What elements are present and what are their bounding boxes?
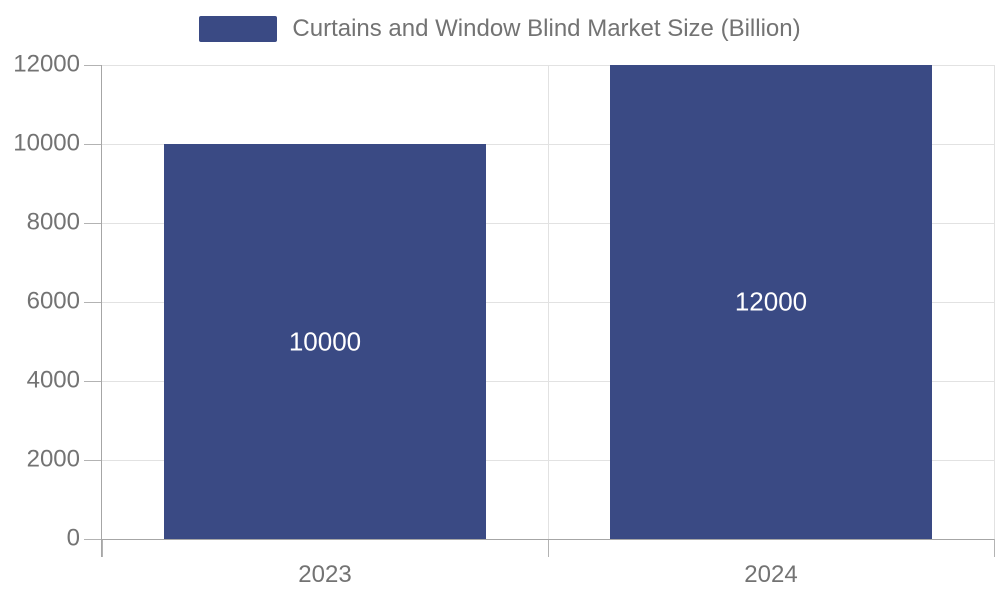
y-tick-label: 10000 [13, 129, 80, 157]
y-axis-tick [84, 222, 102, 224]
y-tick-label: 0 [66, 524, 80, 552]
x-axis-tick [101, 539, 103, 557]
y-axis-line [101, 65, 102, 557]
x-axis-label-2023: 2023 [298, 561, 352, 588]
x-axis-tick [547, 539, 549, 557]
bar-value-label: 10000 [288, 326, 362, 356]
y-axis-tick [84, 538, 102, 540]
y-axis-tick [84, 459, 102, 461]
bar-value-label: 12000 [734, 286, 808, 317]
y-tick-label: 4000 [26, 366, 80, 394]
legend-item[interactable]: Curtains and Window Blind Market Size (B… [0, 15, 1000, 43]
y-axis-tick [84, 143, 102, 145]
bar-2024[interactable] [610, 65, 932, 539]
y-axis-tick [84, 301, 102, 303]
x-gridline [547, 65, 549, 539]
x-gridline [993, 65, 995, 539]
y-tick-label: 2000 [26, 445, 80, 473]
x-axis-label-2024: 2024 [744, 561, 798, 588]
x-axis-tick [993, 539, 995, 557]
y-tick-label: 6000 [26, 287, 80, 315]
y-axis-tick [84, 380, 102, 382]
legend-swatch [199, 16, 278, 42]
x-axis-line [101, 539, 994, 540]
y-tick-label: 12000 [13, 50, 80, 78]
legend-label: Curtains and Window Blind Market Size (B… [292, 15, 801, 42]
bar-2023[interactable] [164, 144, 486, 539]
y-tick-label: 8000 [26, 208, 80, 236]
y-axis-tick [84, 64, 102, 66]
